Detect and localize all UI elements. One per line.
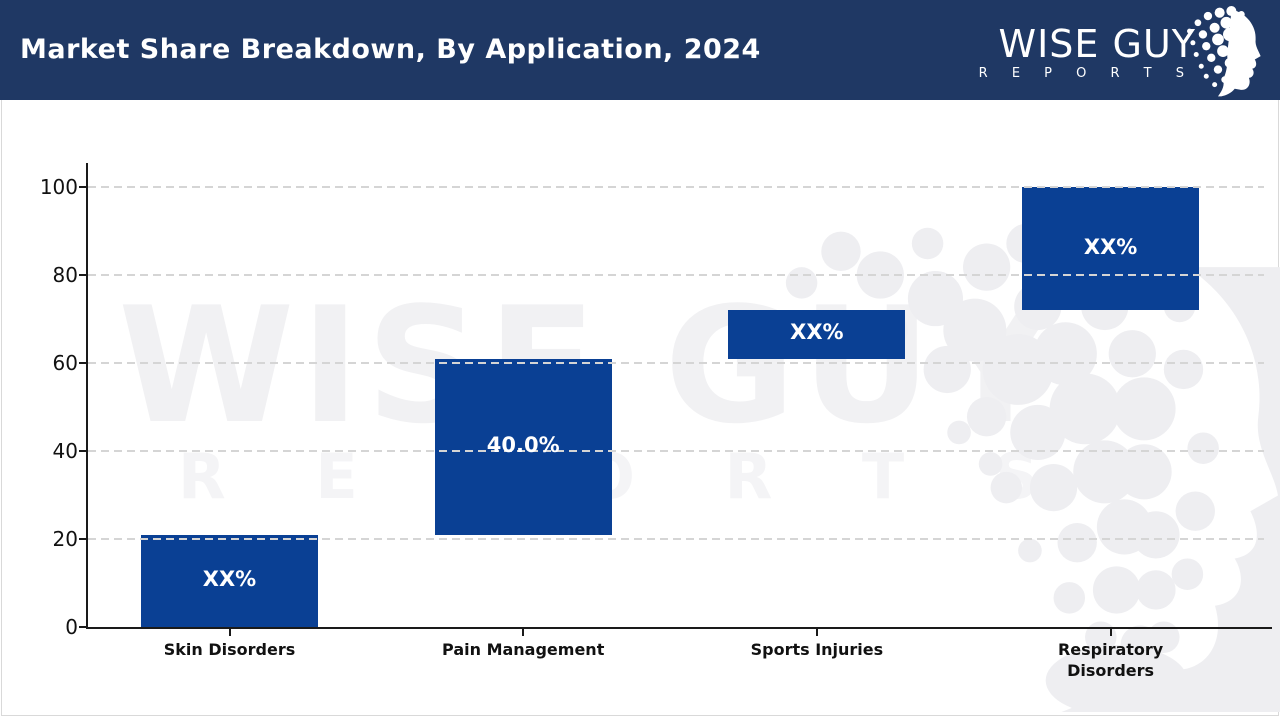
- bar-value-label: XX%: [1083, 234, 1138, 259]
- y-tick-label: 40: [52, 439, 78, 463]
- y-tick: [79, 362, 86, 364]
- y-tick-label: 100: [39, 175, 78, 199]
- bar-sports-injuries: [728, 310, 906, 359]
- bar-value-label: 40.0%: [486, 432, 560, 457]
- bar-value-label: XX%: [790, 320, 844, 345]
- bar-pain-management: [434, 358, 612, 535]
- watermark-face-icon: [785, 223, 1280, 712]
- x-tick-label: Skin Disorders: [163, 640, 296, 659]
- y-tick: [79, 186, 86, 188]
- y-tick-label: 80: [52, 263, 78, 287]
- bar-skin-disorders: [141, 534, 318, 627]
- x-tick-label: Sports Injuries: [750, 640, 884, 659]
- y-tick: [79, 450, 86, 452]
- bar-respiratory-disorders: [1022, 187, 1200, 311]
- wise-guy-logo: WISE GUY R E P O R T S: [979, 6, 1266, 98]
- x-tick: [522, 629, 525, 636]
- y-tick: [79, 626, 86, 628]
- y-axis-line: [86, 163, 88, 629]
- y-tick-label: 0: [65, 615, 78, 639]
- x-axis-line: [86, 627, 1272, 629]
- y-tick-label: 60: [52, 351, 78, 375]
- header-bar: Market Share Breakdown, By Application, …: [0, 0, 1280, 100]
- logo-wordmark: WISE GUY: [998, 21, 1196, 66]
- y-tick: [79, 538, 86, 540]
- x-tick-label: Respiratory Disorders: [1057, 640, 1164, 680]
- gridline-20: [88, 538, 1264, 540]
- x-tick: [1109, 629, 1112, 636]
- x-tick: [815, 629, 818, 636]
- logo-text: WISE GUY R E P O R T S: [979, 24, 1196, 81]
- x-tick: [228, 629, 231, 636]
- bar-value-label: XX%: [202, 566, 257, 591]
- y-tick-label: 20: [52, 527, 78, 551]
- gridline-40: [88, 450, 1264, 452]
- logo-face-icon: [1187, 6, 1261, 97]
- x-tick-label: Pain Management: [442, 640, 605, 659]
- gridline-100: [88, 186, 1264, 188]
- chart-title: Market Share Breakdown, By Application, …: [20, 34, 761, 65]
- gridline-60: [88, 362, 1264, 364]
- y-tick: [79, 274, 86, 276]
- gridline-80: [88, 274, 1264, 276]
- logo-subtitle: R E P O R T S: [978, 65, 1194, 81]
